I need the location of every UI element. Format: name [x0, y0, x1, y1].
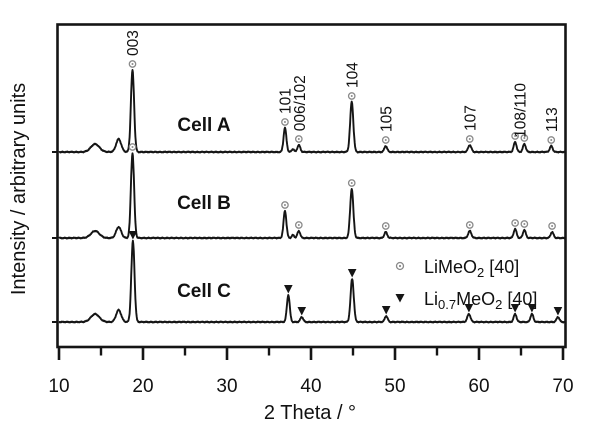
- legend-label: Li0.7MeO2 [40]: [424, 289, 537, 312]
- x-tick-label: 40: [300, 376, 321, 397]
- li07meo2-marker-icon: [381, 306, 391, 315]
- limeo2-marker-icon: [128, 143, 137, 151]
- peak-label-104: 104: [344, 62, 361, 88]
- peak-label-108-110: 108/110: [512, 83, 529, 138]
- y-axis-title: Intensity / arbitrary units: [8, 82, 30, 296]
- limeo2-marker-icon: [465, 135, 474, 143]
- limeo2-marker-icon: [465, 221, 474, 229]
- x-tick-label: 20: [132, 376, 153, 397]
- series-label-cell-a: Cell A: [177, 115, 230, 136]
- legend-label: LiMeO2 [40]: [424, 257, 519, 280]
- li07meo2-marker-icon: [297, 307, 307, 316]
- series-label-cell-b: Cell B: [177, 193, 231, 214]
- li07meo2-marker-icon: [128, 231, 138, 240]
- x-axis-title: 2 Theta / °: [263, 402, 357, 424]
- li07meo2-marker-icon: [347, 269, 357, 278]
- limeo2-marker-icon: [548, 222, 556, 230]
- limeo2-marker-icon: [511, 132, 519, 140]
- limeo2-marker-icon: [347, 92, 356, 100]
- limeo2-marker-icon: [281, 201, 289, 209]
- limeo2-marker-icon: [511, 219, 519, 227]
- limeo2-marker-icon: [128, 60, 137, 68]
- li07meo2-marker-icon: [510, 304, 520, 313]
- x-tick-label: 10: [48, 376, 69, 397]
- legend-triangle-icon: [395, 294, 405, 303]
- limeo2-marker-icon: [294, 135, 303, 143]
- limeo2-marker-icon: [281, 118, 289, 126]
- x-tick-label: 30: [216, 376, 237, 397]
- limeo2-marker-icon: [520, 134, 529, 142]
- xrd-trace-cell-c: [58, 239, 567, 324]
- li07meo2-marker-icon: [284, 285, 293, 294]
- li07meo2-marker-icon: [553, 307, 563, 316]
- peak-label-101: 101: [278, 88, 295, 114]
- limeo2-marker-icon: [381, 136, 390, 144]
- peak-label-006-102: 006/102: [292, 75, 309, 131]
- legend-circle-dot-icon: [395, 261, 405, 271]
- limeo2-marker-icon: [347, 179, 356, 187]
- peak-label-107: 107: [462, 105, 479, 131]
- x-tick-label: 70: [552, 376, 573, 397]
- limeo2-marker-icon: [547, 136, 556, 144]
- li07meo2-marker-icon: [527, 304, 537, 313]
- limeo2-marker-icon: [294, 221, 303, 229]
- peak-label-105: 105: [378, 106, 395, 132]
- series-label-cell-c: Cell C: [177, 281, 231, 302]
- peak-label-003: 003: [125, 30, 142, 56]
- limeo2-marker-icon: [520, 220, 529, 228]
- xrd-trace-cell-a: [58, 69, 567, 154]
- li07meo2-marker-icon: [464, 304, 474, 313]
- x-tick-label: 60: [468, 376, 489, 397]
- limeo2-marker-icon: [381, 222, 390, 230]
- peak-label-113: 113: [544, 107, 561, 132]
- xrd-trace-cell-b: [58, 152, 567, 240]
- x-tick-label: 50: [384, 376, 405, 397]
